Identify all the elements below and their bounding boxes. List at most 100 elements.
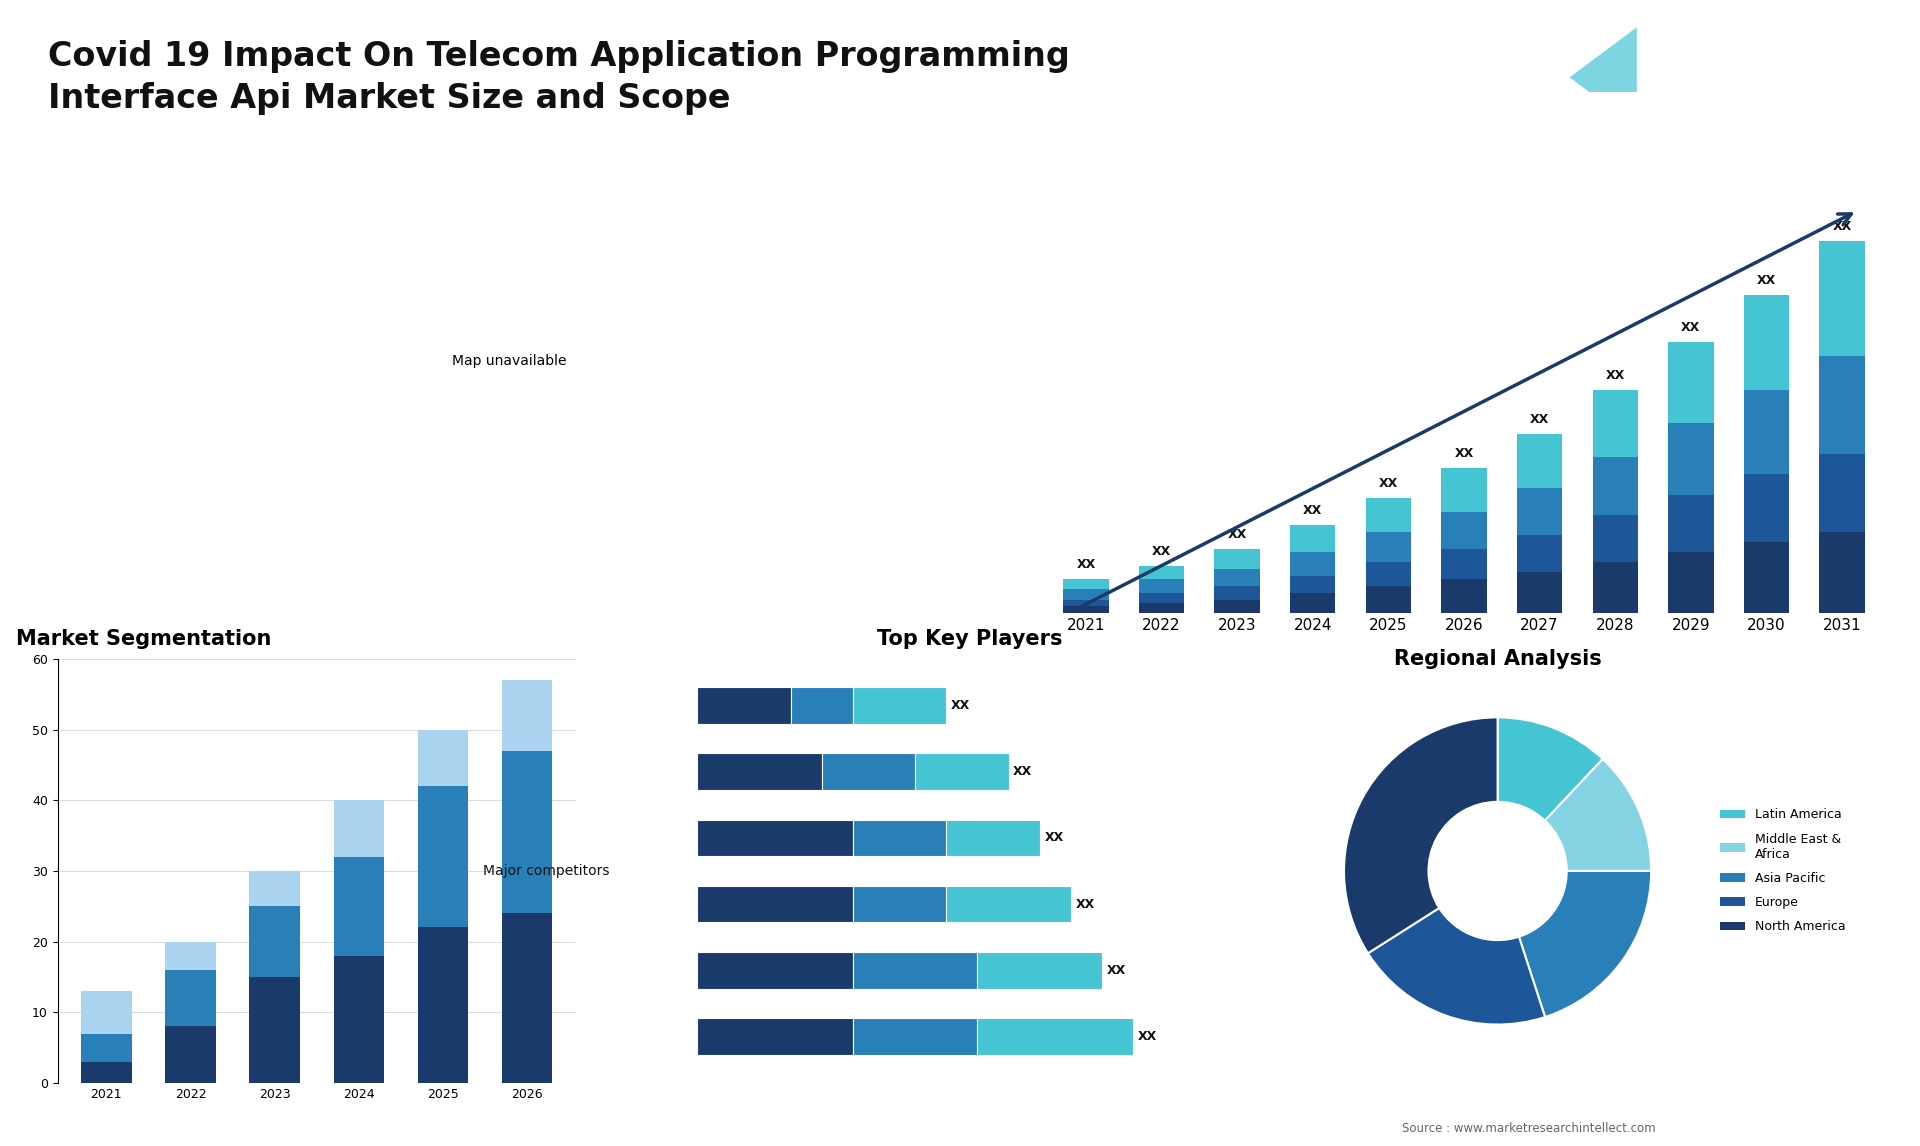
Bar bbox=[947, 886, 1071, 923]
Bar bbox=[697, 952, 852, 989]
Bar bbox=[1365, 532, 1411, 563]
Bar bbox=[1743, 295, 1789, 390]
Bar bbox=[1215, 570, 1260, 586]
Bar bbox=[1290, 525, 1336, 552]
Bar bbox=[852, 886, 947, 923]
Bar bbox=[334, 956, 384, 1083]
Bar bbox=[501, 681, 553, 751]
Bar bbox=[1517, 535, 1563, 573]
Bar bbox=[852, 688, 947, 723]
Bar bbox=[947, 819, 1039, 856]
Bar bbox=[1820, 454, 1864, 532]
Bar bbox=[1442, 549, 1486, 579]
Bar bbox=[1442, 511, 1486, 549]
Text: Map unavailable: Map unavailable bbox=[451, 354, 566, 368]
Bar bbox=[1820, 532, 1864, 613]
Text: XX: XX bbox=[1605, 369, 1624, 382]
Bar bbox=[165, 942, 215, 970]
Wedge shape bbox=[1367, 908, 1546, 1025]
Legend: Latin America, Middle East &
Africa, Asia Pacific, Europe, North America: Latin America, Middle East & Africa, Asi… bbox=[1715, 803, 1851, 939]
Bar bbox=[419, 786, 468, 927]
Text: XX: XX bbox=[1014, 766, 1033, 778]
Text: XX: XX bbox=[1106, 964, 1125, 976]
Bar bbox=[1064, 606, 1108, 613]
Text: XX: XX bbox=[1077, 558, 1096, 572]
Text: XX: XX bbox=[1757, 274, 1776, 286]
Bar bbox=[165, 1027, 215, 1083]
Wedge shape bbox=[1546, 759, 1651, 871]
Bar bbox=[1290, 575, 1336, 592]
Title: Regional Analysis: Regional Analysis bbox=[1394, 649, 1601, 669]
Bar bbox=[1668, 552, 1713, 613]
Text: XX: XX bbox=[1152, 544, 1171, 558]
Bar bbox=[1064, 579, 1108, 589]
Bar bbox=[250, 976, 300, 1083]
Text: MARKET
RESEARCH
INTELLECT: MARKET RESEARCH INTELLECT bbox=[1663, 45, 1734, 96]
Bar bbox=[916, 753, 1008, 790]
Bar bbox=[1442, 579, 1486, 613]
Bar bbox=[1517, 488, 1563, 535]
Bar bbox=[1290, 552, 1336, 575]
Text: XX: XX bbox=[1139, 1030, 1158, 1043]
Bar bbox=[697, 753, 822, 790]
Bar bbox=[1442, 468, 1486, 511]
Bar bbox=[1517, 573, 1563, 613]
Bar bbox=[419, 927, 468, 1083]
Bar bbox=[1139, 579, 1185, 592]
Polygon shape bbox=[1569, 28, 1636, 127]
Polygon shape bbox=[1553, 31, 1609, 124]
Bar bbox=[1215, 549, 1260, 570]
Bar bbox=[334, 800, 384, 857]
Bar bbox=[1668, 424, 1713, 495]
Bar bbox=[1592, 563, 1638, 613]
Bar bbox=[334, 857, 384, 956]
Bar bbox=[1743, 390, 1789, 474]
Bar bbox=[81, 1034, 132, 1061]
Wedge shape bbox=[1498, 717, 1603, 821]
Text: XX: XX bbox=[1682, 321, 1701, 335]
Bar bbox=[1820, 355, 1864, 454]
Wedge shape bbox=[1519, 871, 1651, 1017]
Legend: Geography: Geography bbox=[908, 815, 1035, 839]
Text: Major competitors: Major competitors bbox=[484, 864, 611, 878]
Text: Covid 19 Impact On Telecom Application Programming
Interface Api Market Size and: Covid 19 Impact On Telecom Application P… bbox=[48, 40, 1069, 116]
Bar bbox=[1365, 499, 1411, 532]
Bar bbox=[852, 819, 947, 856]
Text: XX: XX bbox=[1075, 897, 1094, 911]
Bar bbox=[1215, 586, 1260, 599]
Bar bbox=[977, 952, 1102, 989]
Wedge shape bbox=[1344, 717, 1498, 953]
Bar bbox=[250, 871, 300, 906]
Bar bbox=[1592, 515, 1638, 563]
Bar bbox=[822, 753, 916, 790]
Bar bbox=[977, 1019, 1133, 1054]
Text: XX: XX bbox=[1832, 220, 1851, 233]
Text: XX: XX bbox=[950, 699, 970, 712]
Bar bbox=[1592, 390, 1638, 457]
Bar bbox=[1365, 586, 1411, 613]
Bar bbox=[1517, 433, 1563, 488]
Bar bbox=[81, 991, 132, 1034]
Bar bbox=[1820, 241, 1864, 355]
Bar bbox=[852, 952, 977, 989]
Bar bbox=[1139, 566, 1185, 579]
Bar bbox=[1215, 599, 1260, 613]
Bar bbox=[697, 1019, 852, 1054]
Bar bbox=[1064, 589, 1108, 599]
Bar bbox=[1668, 343, 1713, 424]
Text: XX: XX bbox=[1379, 477, 1398, 490]
Bar bbox=[1743, 542, 1789, 613]
Text: XX: XX bbox=[1304, 504, 1323, 517]
Bar bbox=[852, 1019, 977, 1054]
Bar bbox=[165, 970, 215, 1027]
Bar bbox=[501, 751, 553, 913]
Bar bbox=[1365, 563, 1411, 586]
Bar bbox=[419, 730, 468, 786]
Bar bbox=[1668, 495, 1713, 552]
Bar bbox=[697, 886, 852, 923]
Bar bbox=[791, 688, 852, 723]
Bar bbox=[1139, 592, 1185, 603]
Text: XX: XX bbox=[1453, 447, 1475, 460]
Bar bbox=[1139, 603, 1185, 613]
Bar bbox=[250, 906, 300, 976]
